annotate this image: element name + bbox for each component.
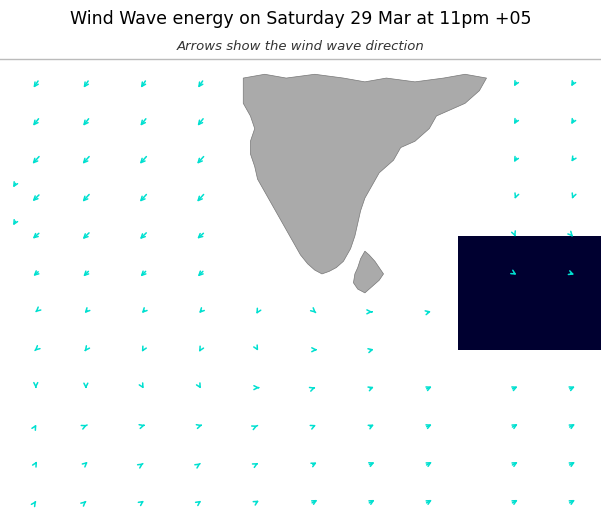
Text: Arrows show the wind wave direction: Arrows show the wind wave direction	[177, 40, 424, 52]
Text: Wind Wave energy on Saturday 29 Mar at 11pm +05: Wind Wave energy on Saturday 29 Mar at 1…	[70, 10, 531, 28]
Polygon shape	[353, 251, 383, 293]
Bar	[458, 236, 601, 350]
Polygon shape	[243, 75, 487, 274]
